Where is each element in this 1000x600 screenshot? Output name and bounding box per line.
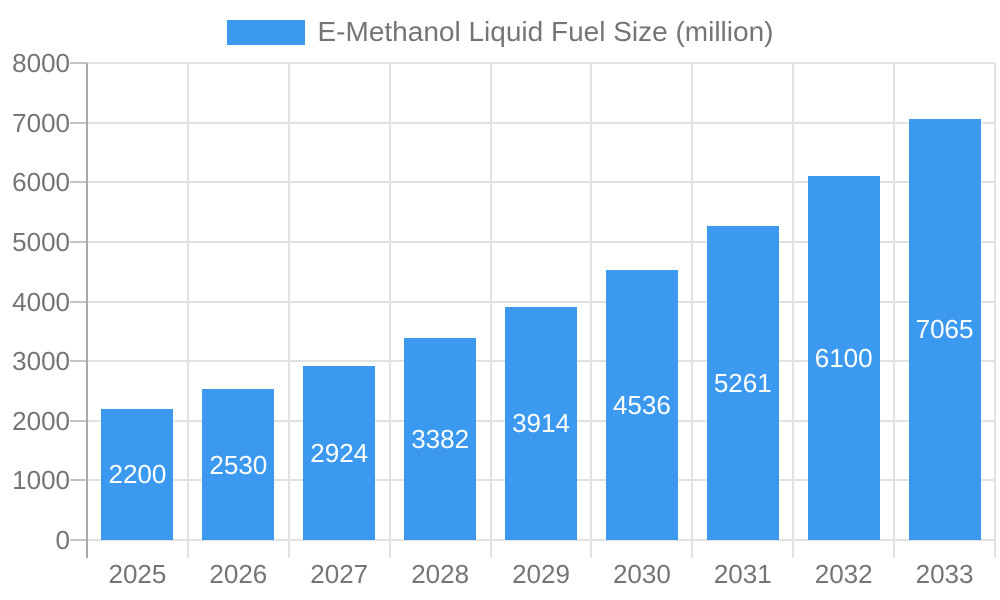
bar[interactable] <box>908 118 981 540</box>
x-axis-tick <box>792 540 795 558</box>
y-tick-label: 6000 <box>12 167 70 198</box>
x-tick-label: 2025 <box>108 559 167 589</box>
y-tick-label: 1000 <box>12 465 70 496</box>
y-axis-tick <box>70 62 87 64</box>
y-tick-label: 0 <box>55 525 70 555</box>
bar-value-label: 3382 <box>411 424 470 455</box>
v-gridline <box>893 63 896 540</box>
x-tick-label: 2032 <box>814 559 873 589</box>
bar-value-label: 3914 <box>512 408 570 439</box>
v-gridline <box>388 63 391 540</box>
h-gridline <box>87 240 995 243</box>
x-tick-label: 2033 <box>915 559 974 589</box>
legend-swatch <box>226 19 305 45</box>
legend-label: E-Methanol Liquid Fuel Size (million) <box>317 16 774 47</box>
y-axis-tick <box>70 181 87 184</box>
v-gridline <box>489 63 492 540</box>
y-tick-label: 7000 <box>12 107 70 138</box>
h-gridline <box>87 181 995 184</box>
v-gridline <box>287 63 290 540</box>
bar-value-label: 7065 <box>915 314 974 345</box>
y-axis-tick <box>70 300 87 303</box>
y-tick-label: 8000 <box>12 48 70 78</box>
y-tick-label: 2000 <box>12 405 70 436</box>
x-axis-tick <box>590 540 593 558</box>
x-axis-tick <box>287 540 290 558</box>
bar-value-label: 5261 <box>713 368 772 399</box>
bar-value-label: 2530 <box>209 449 268 480</box>
bar[interactable] <box>807 176 880 540</box>
y-axis-line <box>86 63 88 558</box>
y-axis-tick <box>70 419 87 422</box>
y-tick-label: 4000 <box>12 286 70 317</box>
x-tick-label: 2030 <box>612 559 671 589</box>
v-gridline <box>792 63 795 540</box>
bar[interactable] <box>202 389 275 540</box>
v-gridline <box>186 63 189 540</box>
bar[interactable] <box>605 269 678 540</box>
bar[interactable] <box>505 306 577 540</box>
v-gridline <box>691 63 694 540</box>
h-gridline <box>87 300 995 303</box>
y-axis-tick <box>70 121 87 124</box>
x-axis-tick <box>994 540 996 558</box>
x-tick-label: 2026 <box>209 559 268 589</box>
legend[interactable]: E-Methanol Liquid Fuel Size (million) <box>0 16 1000 48</box>
bar[interactable] <box>706 226 779 540</box>
x-axis-tick <box>691 540 694 558</box>
x-axis-tick <box>186 540 189 558</box>
x-axis-tick <box>388 540 391 558</box>
y-axis-tick <box>70 539 87 541</box>
bar-value-label: 2200 <box>108 459 167 490</box>
bar[interactable] <box>404 338 477 540</box>
x-tick-label: 2028 <box>411 559 470 589</box>
y-tick-label: 3000 <box>12 346 70 377</box>
y-tick-label: 5000 <box>12 226 70 257</box>
y-axis-tick <box>70 479 87 482</box>
bar[interactable] <box>101 408 174 540</box>
x-axis-tick <box>489 540 492 558</box>
v-gridline <box>994 63 996 540</box>
x-tick-label: 2029 <box>512 559 570 589</box>
x-tick-label: 2027 <box>310 559 369 589</box>
h-gridline <box>87 539 995 541</box>
h-gridline <box>87 121 995 124</box>
bar[interactable] <box>303 365 376 540</box>
y-axis-tick <box>70 240 87 243</box>
bar-value-label: 2924 <box>310 437 369 468</box>
bar-value-label: 6100 <box>814 343 873 374</box>
v-gridline <box>590 63 593 540</box>
x-tick-label: 2031 <box>713 559 772 589</box>
y-axis-tick <box>70 360 87 363</box>
bar-value-label: 4536 <box>612 389 671 420</box>
h-gridline <box>87 62 995 64</box>
x-axis-tick <box>893 540 896 558</box>
